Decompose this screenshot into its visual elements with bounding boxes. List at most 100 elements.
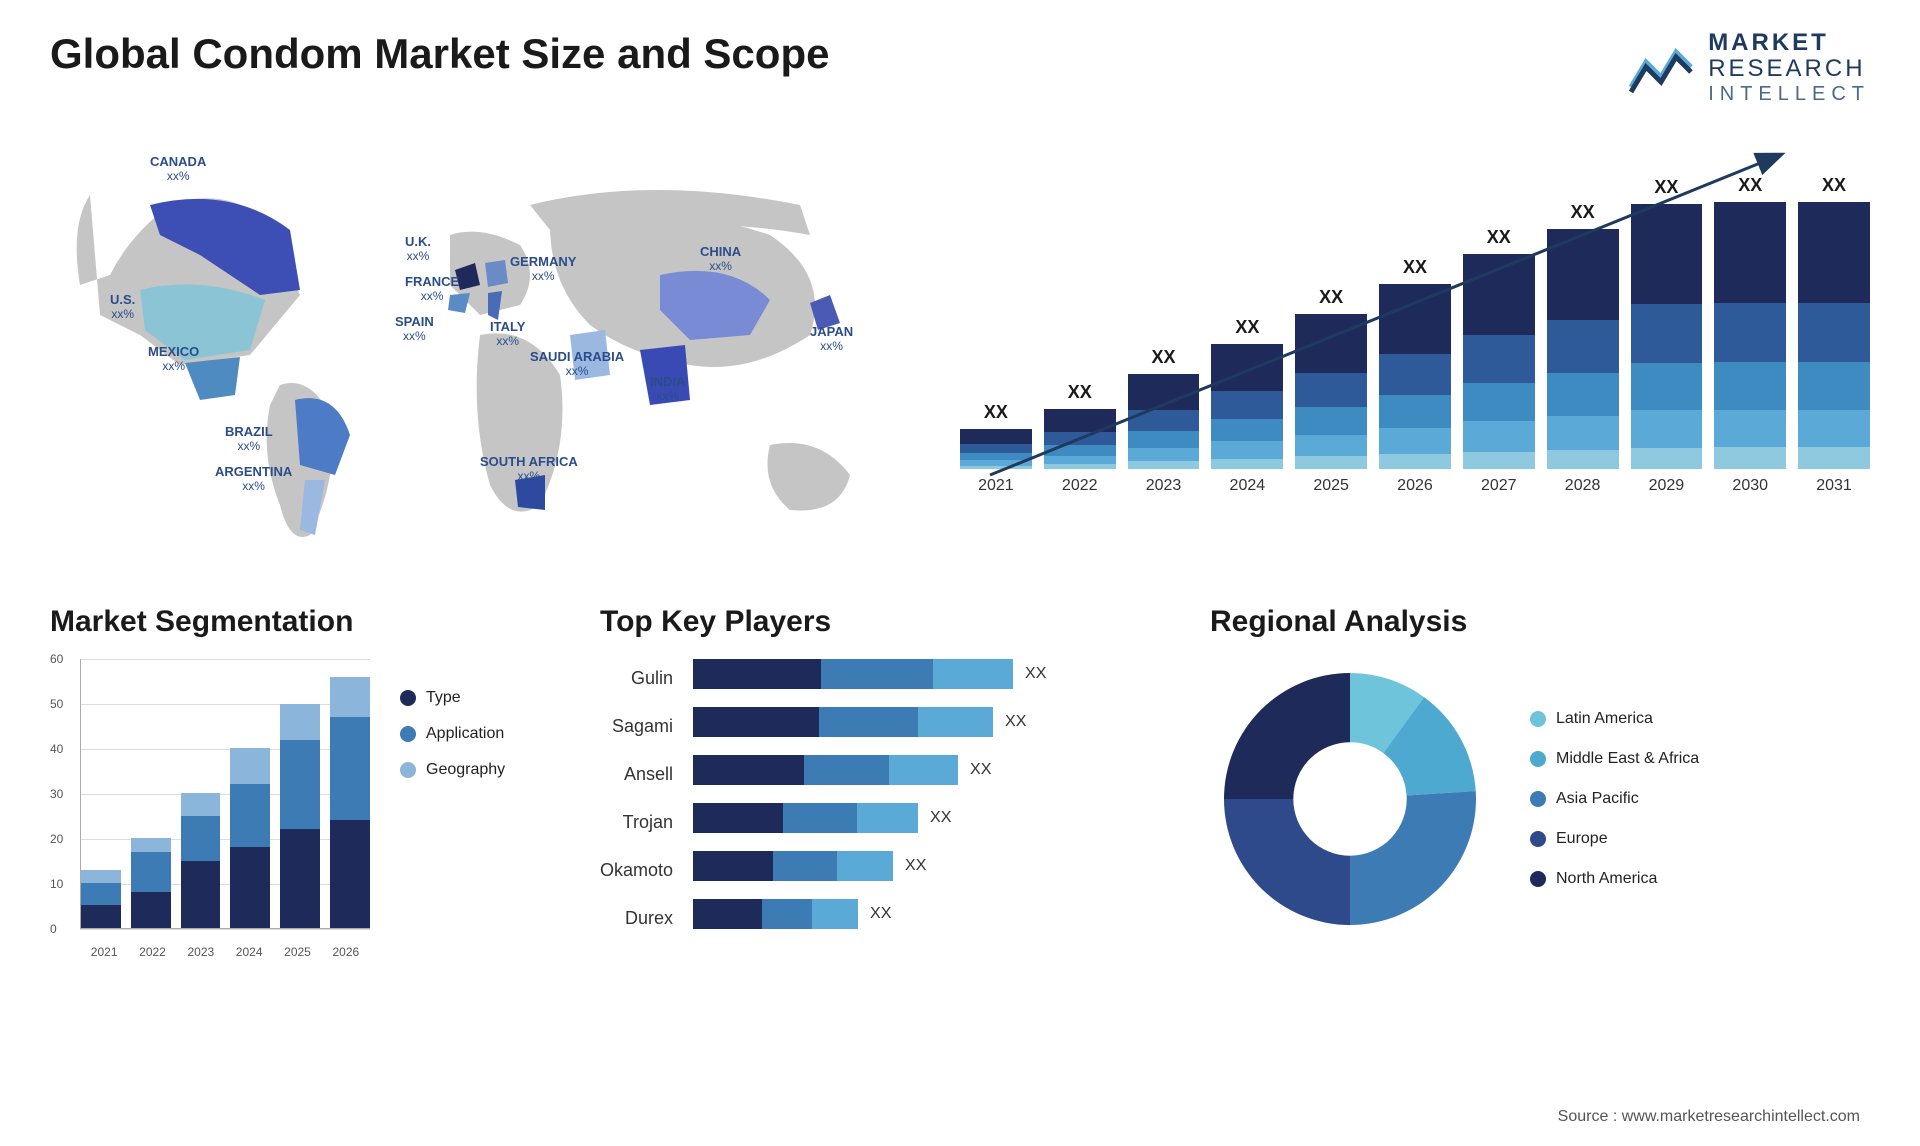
regional-section: Regional Analysis Latin America Middle Ea…	[1210, 605, 1870, 959]
region-legend-item: Latin America	[1530, 710, 1699, 728]
legend-swatch	[1530, 711, 1546, 727]
map-label-southafrica: SOUTH AFRICAxx%	[480, 455, 578, 484]
player-label: Trojan	[623, 807, 673, 837]
seg-legend-item: Type	[400, 689, 505, 707]
map-label-italy: ITALYxx%	[490, 320, 525, 349]
segmentation-legend: Type Application Geography	[400, 659, 505, 959]
regional-title: Regional Analysis	[1210, 605, 1870, 639]
growth-value-label: XX	[1571, 202, 1595, 223]
player-label: Okamoto	[600, 855, 673, 885]
growth-year-label: 2030	[1732, 477, 1768, 495]
seg-legend-item: Geography	[400, 761, 505, 779]
legend-label: Middle East & Africa	[1556, 750, 1699, 768]
growth-bar-2030: XX 2030	[1714, 175, 1786, 495]
player-value: XX	[930, 809, 951, 827]
players-title: Top Key Players	[600, 605, 1160, 639]
growth-bar-2029: XX 2029	[1631, 175, 1703, 495]
player-value: XX	[905, 857, 926, 875]
map-label-argentina: ARGENTINAxx%	[215, 465, 292, 494]
seg-ytick: 40	[50, 742, 63, 756]
region-legend-item: Europe	[1530, 830, 1699, 848]
growth-value-label: XX	[1152, 347, 1176, 368]
source-text: Source : www.marketresearchintellect.com	[1558, 1108, 1860, 1126]
growth-year-label: 2029	[1649, 477, 1685, 495]
players-bars: XX XX XX XX XX XX	[693, 659, 1160, 933]
segmentation-title: Market Segmentation	[50, 605, 550, 639]
seg-ytick: 30	[50, 787, 63, 801]
growth-bar-2031: XX2031	[1798, 175, 1870, 495]
growth-year-label: 2025	[1313, 477, 1349, 495]
growth-value-label: XX	[1822, 175, 1846, 196]
seg-xtick: 2023	[187, 945, 214, 959]
growth-bar-2026: XX 2026	[1379, 175, 1451, 495]
player-value: XX	[1025, 665, 1046, 683]
legend-swatch	[1530, 751, 1546, 767]
legend-label: Geography	[426, 761, 505, 779]
growth-bar-2028: XX2028	[1547, 175, 1619, 495]
growth-value-label: XX	[1068, 382, 1092, 403]
legend-swatch	[400, 690, 416, 706]
player-value: XX	[870, 905, 891, 923]
legend-swatch	[1530, 831, 1546, 847]
world-map: CANADAxx%U.S.xx%MEXICOxx%BRAZILxx%ARGENT…	[50, 135, 900, 555]
growth-value-label: XX	[1738, 175, 1762, 196]
player-value: XX	[970, 761, 991, 779]
region-legend-item: Middle East & Africa	[1530, 750, 1699, 768]
growth-bar-2023: XX 2023	[1128, 175, 1200, 495]
seg-xtick: 2022	[139, 945, 166, 959]
legend-swatch	[1530, 871, 1546, 887]
donut-segment	[1224, 799, 1350, 925]
player-row-sagami: XX	[693, 707, 1160, 737]
growth-bar-2027: XX2027	[1463, 175, 1535, 495]
growth-chart: XX2021XX2022XX2023XX2024XX2025XX2026XX20…	[960, 135, 1870, 555]
growth-year-label: 2022	[1062, 477, 1098, 495]
page-title: Global Condom Market Size and Scope	[50, 30, 829, 78]
map-label-brazil: BRAZILxx%	[225, 425, 273, 454]
map-label-uk: U.K.xx%	[405, 235, 431, 264]
growth-year-label: 2023	[1146, 477, 1182, 495]
growth-bar-2022: XX 2022	[1044, 175, 1116, 495]
segmentation-section: Market Segmentation 0102030405060 202120…	[50, 605, 550, 959]
bottom-row: Market Segmentation 0102030405060 202120…	[50, 605, 1870, 959]
seg-bar-2022	[131, 659, 171, 928]
seg-bar-2026	[330, 659, 370, 928]
player-row-okamoto: XX	[693, 851, 1160, 881]
growth-year-label: 2024	[1230, 477, 1266, 495]
growth-value-label: XX	[1319, 287, 1343, 308]
map-italy	[488, 291, 502, 320]
seg-ytick: 0	[50, 922, 57, 936]
regional-donut	[1210, 659, 1490, 939]
region-legend-item: North America	[1530, 870, 1699, 888]
players-labels: GulinSagamiAnsellTrojanOkamotoDurex	[600, 659, 673, 933]
seg-ytick: 60	[50, 652, 63, 666]
logo: MARKET RESEARCH INTELLECT	[1626, 30, 1870, 105]
map-label-spain: SPAINxx%	[395, 315, 434, 344]
legend-swatch	[400, 762, 416, 778]
growth-value-label: XX	[1403, 257, 1427, 278]
donut-segment	[1224, 673, 1350, 799]
legend-swatch	[1530, 791, 1546, 807]
growth-value-label: XX	[1487, 227, 1511, 248]
map-label-saudiarabia: SAUDI ARABIAxx%	[530, 350, 624, 379]
player-label: Gulin	[631, 663, 673, 693]
regional-legend: Latin AmericaMiddle East & AfricaAsia Pa…	[1530, 710, 1699, 888]
growth-year-label: 2026	[1397, 477, 1433, 495]
growth-value-label: XX	[1654, 177, 1678, 198]
legend-label: North America	[1556, 870, 1657, 888]
growth-bar-2024: XX 2024	[1211, 175, 1283, 495]
player-row-gulin: XX	[693, 659, 1160, 689]
legend-label: Type	[426, 689, 461, 707]
growth-value-label: XX	[1235, 317, 1259, 338]
map-label-mexico: MEXICOxx%	[148, 345, 199, 374]
growth-value-label: XX	[984, 402, 1008, 423]
seg-xtick: 2025	[284, 945, 311, 959]
legend-label: Latin America	[1556, 710, 1653, 728]
top-row: CANADAxx%U.S.xx%MEXICOxx%BRAZILxx%ARGENT…	[50, 135, 1870, 555]
donut-segment	[1350, 791, 1476, 925]
header: Global Condom Market Size and Scope MARK…	[50, 30, 1870, 105]
seg-legend-item: Application	[400, 725, 505, 743]
legend-label: Application	[426, 725, 504, 743]
seg-bar-2025	[280, 659, 320, 928]
player-label: Ansell	[624, 759, 673, 789]
map-germany	[485, 260, 508, 287]
